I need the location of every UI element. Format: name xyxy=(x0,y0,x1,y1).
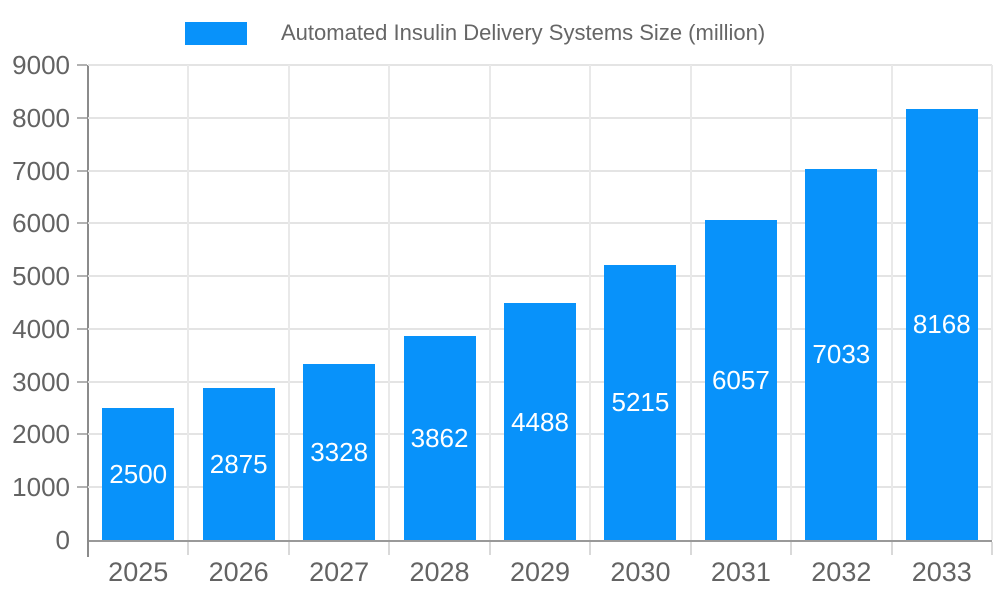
plot-area: 2500 2875 3328 3862 4488 5215 6057 7033 8168 xyxy=(77,64,993,557)
legend-label: Automated Insulin Delivery Systems Size … xyxy=(281,20,766,45)
gridline-h xyxy=(88,275,992,278)
x-axis-tick-label: 2033 xyxy=(911,557,972,587)
bar-value-label: 7033 xyxy=(812,339,871,370)
y-axis-tick-label: 0 xyxy=(55,525,70,555)
gridline-h xyxy=(88,64,992,66)
y-tick xyxy=(77,116,87,119)
bar-value-label: 2500 xyxy=(109,459,168,490)
bar-value-label: 2875 xyxy=(209,449,268,480)
y-axis-tick-label: 1000 xyxy=(12,472,70,503)
gridline-h xyxy=(88,169,992,172)
x-tick xyxy=(991,542,993,555)
y-axis-line xyxy=(87,65,89,557)
bar-2032[interactable]: 7033 xyxy=(805,168,878,540)
gridline-v xyxy=(991,65,993,540)
bar-2031[interactable]: 6057 xyxy=(704,220,777,540)
y-axis-tick-label: 9000 xyxy=(12,50,70,80)
bar-2033[interactable]: 8168 xyxy=(905,108,978,540)
y-axis-tick-label: 7000 xyxy=(12,155,70,186)
gridline-v xyxy=(287,65,290,540)
x-tick xyxy=(388,542,391,555)
y-tick xyxy=(77,433,87,436)
legend-item[interactable]: Automated Insulin Delivery Systems Size … xyxy=(185,20,765,46)
bar-2028[interactable]: 3862 xyxy=(403,336,476,540)
y-tick xyxy=(77,64,87,66)
y-axis-tick-label: 2000 xyxy=(12,419,70,450)
y-tick xyxy=(77,380,87,383)
y-tick xyxy=(77,327,87,330)
x-axis-tick-label: 2031 xyxy=(710,557,771,587)
y-tick xyxy=(77,275,87,278)
legend-swatch-icon xyxy=(185,21,247,45)
x-tick xyxy=(187,542,190,555)
bar-2030[interactable]: 5215 xyxy=(604,264,677,540)
gridline-h xyxy=(88,116,992,119)
x-tick xyxy=(689,542,692,555)
bar-value-label: 6057 xyxy=(711,365,770,396)
y-tick xyxy=(77,169,87,172)
bar-value-label: 3328 xyxy=(310,437,369,468)
x-tick xyxy=(790,542,793,555)
x-axis-line xyxy=(88,540,992,542)
y-axis-tick-label: 4000 xyxy=(12,313,70,344)
gridline-v xyxy=(890,65,893,540)
y-axis-tick-label: 5000 xyxy=(12,261,70,292)
gridline-v xyxy=(689,65,692,540)
x-tick xyxy=(890,542,893,555)
x-axis-tick-label: 2030 xyxy=(610,557,671,587)
bar-value-label: 3862 xyxy=(410,423,469,454)
bar-2027[interactable]: 3328 xyxy=(303,364,376,540)
x-tick xyxy=(287,542,290,555)
bar-value-label: 4488 xyxy=(511,406,569,437)
x-axis-tick-label: 2025 xyxy=(108,557,169,587)
bar-2029[interactable]: 4488 xyxy=(504,303,576,540)
x-axis-tick-label: 2032 xyxy=(811,557,872,587)
gridline-v xyxy=(388,65,391,540)
y-tick xyxy=(77,486,87,489)
bar-2026[interactable]: 2875 xyxy=(202,388,275,540)
x-axis-tick-label: 2029 xyxy=(509,557,571,587)
gridline-v xyxy=(187,65,190,540)
y-axis-tick-label: 6000 xyxy=(12,208,70,239)
y-axis-tick-label: 3000 xyxy=(12,366,70,397)
bar-2025[interactable]: 2500 xyxy=(102,408,175,540)
x-axis-tick-label: 2027 xyxy=(309,557,370,587)
gridline-v xyxy=(589,65,592,540)
x-axis-tick-label: 2028 xyxy=(409,557,470,587)
gridline-v xyxy=(488,65,491,540)
bar-value-label: 8168 xyxy=(912,309,971,340)
gridline-h xyxy=(88,222,992,225)
x-axis-tick-label: 2026 xyxy=(208,557,269,587)
x-tick xyxy=(488,542,491,555)
y-tick xyxy=(77,222,87,225)
y-axis-tick-label: 8000 xyxy=(12,102,70,133)
bar-value-label: 5215 xyxy=(611,387,670,418)
gridline-v xyxy=(790,65,793,540)
x-tick xyxy=(589,542,592,555)
